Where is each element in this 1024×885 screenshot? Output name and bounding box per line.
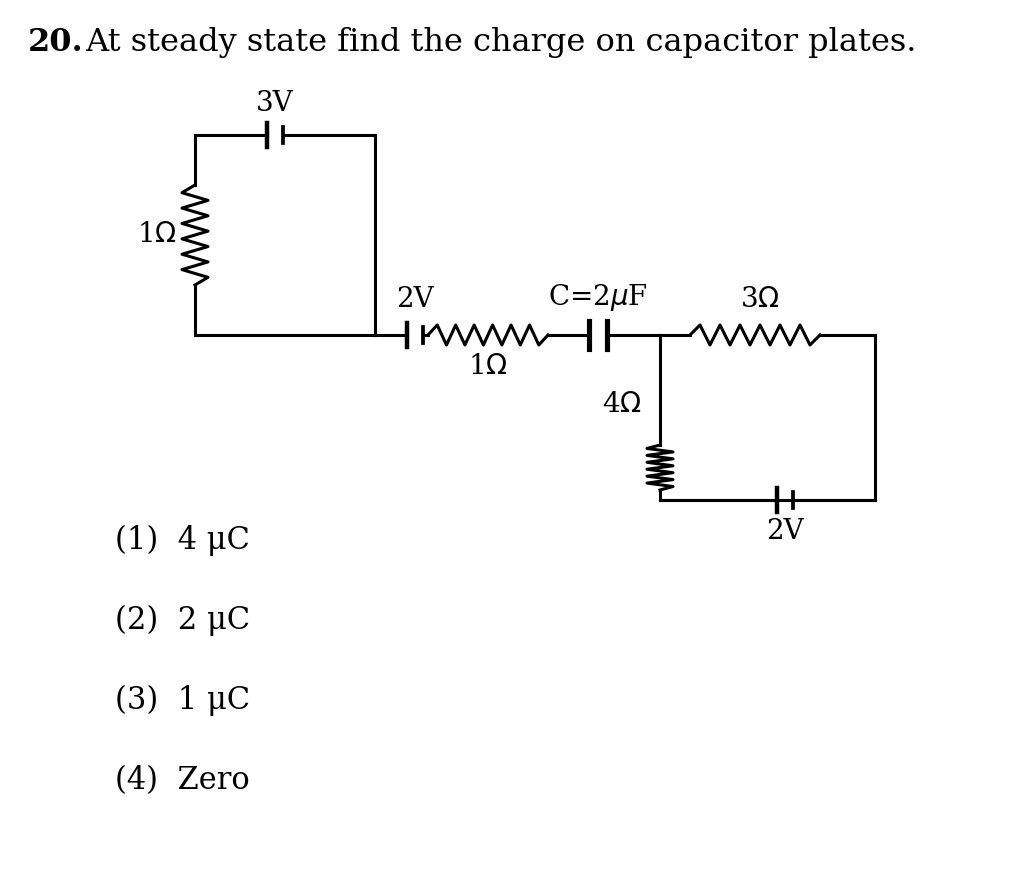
Text: (4)  Zero: (4) Zero	[115, 765, 250, 796]
Text: 1$\Omega$: 1$\Omega$	[468, 353, 508, 380]
Text: (3)  1 μC: (3) 1 μC	[115, 685, 250, 716]
Text: 1$\Omega$: 1$\Omega$	[137, 221, 177, 249]
Text: 3V: 3V	[256, 90, 294, 117]
Text: At steady state find the charge on capacitor plates.: At steady state find the charge on capac…	[85, 27, 916, 58]
Text: C=2$\mu$F: C=2$\mu$F	[548, 282, 648, 313]
Text: 2V: 2V	[396, 286, 434, 313]
Text: 20.: 20.	[28, 27, 84, 58]
Text: (2)  2 μC: (2) 2 μC	[115, 605, 250, 636]
Text: 3$\Omega$: 3$\Omega$	[740, 286, 780, 313]
Text: (1)  4 μC: (1) 4 μC	[115, 525, 250, 556]
Text: 2V: 2V	[766, 518, 804, 545]
Text: 4$\Omega$: 4$\Omega$	[602, 391, 642, 419]
